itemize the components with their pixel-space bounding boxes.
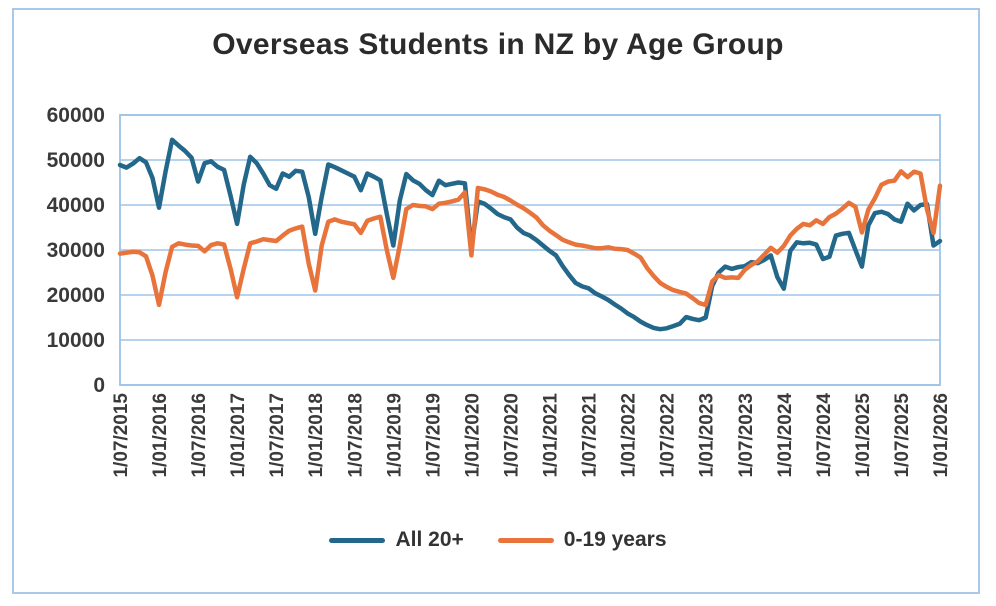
x-tick-label: 1/07/2016 [189, 393, 210, 478]
y-tick-label: 30000 [47, 239, 105, 262]
legend-label-all-20plus: All 20+ [395, 528, 464, 551]
x-tick-label: 1/07/2022 [658, 393, 679, 478]
legend-item-0-19-years: 0-19 years [497, 528, 667, 552]
x-tick-label: 1/01/2023 [697, 393, 718, 478]
series-line-all-20plus [117, 137, 943, 332]
x-tick-label: 1/01/2024 [775, 393, 796, 478]
x-tick-label: 1/01/2021 [541, 393, 562, 478]
y-tick-label: 40000 [47, 194, 105, 217]
x-tick-label: 1/01/2018 [306, 393, 327, 478]
chart-title: Overseas Students in NZ by Age Group [212, 28, 784, 61]
x-tick-label: 1/07/2021 [580, 393, 601, 478]
legend-swatch-all-20plus-line [329, 537, 386, 543]
x-tick-label: 1/07/2015 [111, 393, 132, 478]
x-tick-label: 1/01/2016 [150, 393, 171, 478]
x-tick-label: 1/07/2020 [502, 393, 523, 478]
chart-legend: All 20+ 0-19 years [0, 528, 996, 552]
x-tick-label: 1/01/2022 [619, 393, 640, 478]
x-tick-label: 1/01/2019 [384, 393, 405, 478]
y-tick-label: 20000 [47, 284, 105, 307]
x-tick-label: 1/07/2025 [892, 393, 913, 478]
y-tick-label: 10000 [47, 329, 105, 352]
y-tick-label: 60000 [47, 104, 105, 127]
legend-label-0-19-years: 0-19 years [563, 528, 667, 551]
legend-item-all-20plus: All 20+ [329, 528, 464, 552]
x-tick-label: 1/01/2017 [228, 393, 249, 478]
plot-border [119, 114, 941, 386]
x-tick-label: 1/07/2018 [345, 393, 366, 478]
x-tick-label: 1/01/2020 [462, 393, 483, 478]
y-tick-label: 50000 [47, 149, 105, 172]
chart-card [12, 8, 980, 594]
x-tick-label: 1/01/2026 [931, 393, 952, 478]
y-tick-label: 0 [93, 374, 105, 397]
x-tick-label: 1/07/2017 [267, 393, 288, 478]
x-tick-label: 1/07/2023 [736, 393, 757, 478]
x-tick-label: 1/07/2019 [423, 393, 444, 478]
x-tick-label: 1/01/2025 [853, 393, 874, 478]
legend-swatch-0-19-years-line [497, 537, 554, 543]
x-tick-label: 1/07/2024 [814, 393, 835, 478]
series-line-0-19-years [117, 169, 943, 308]
